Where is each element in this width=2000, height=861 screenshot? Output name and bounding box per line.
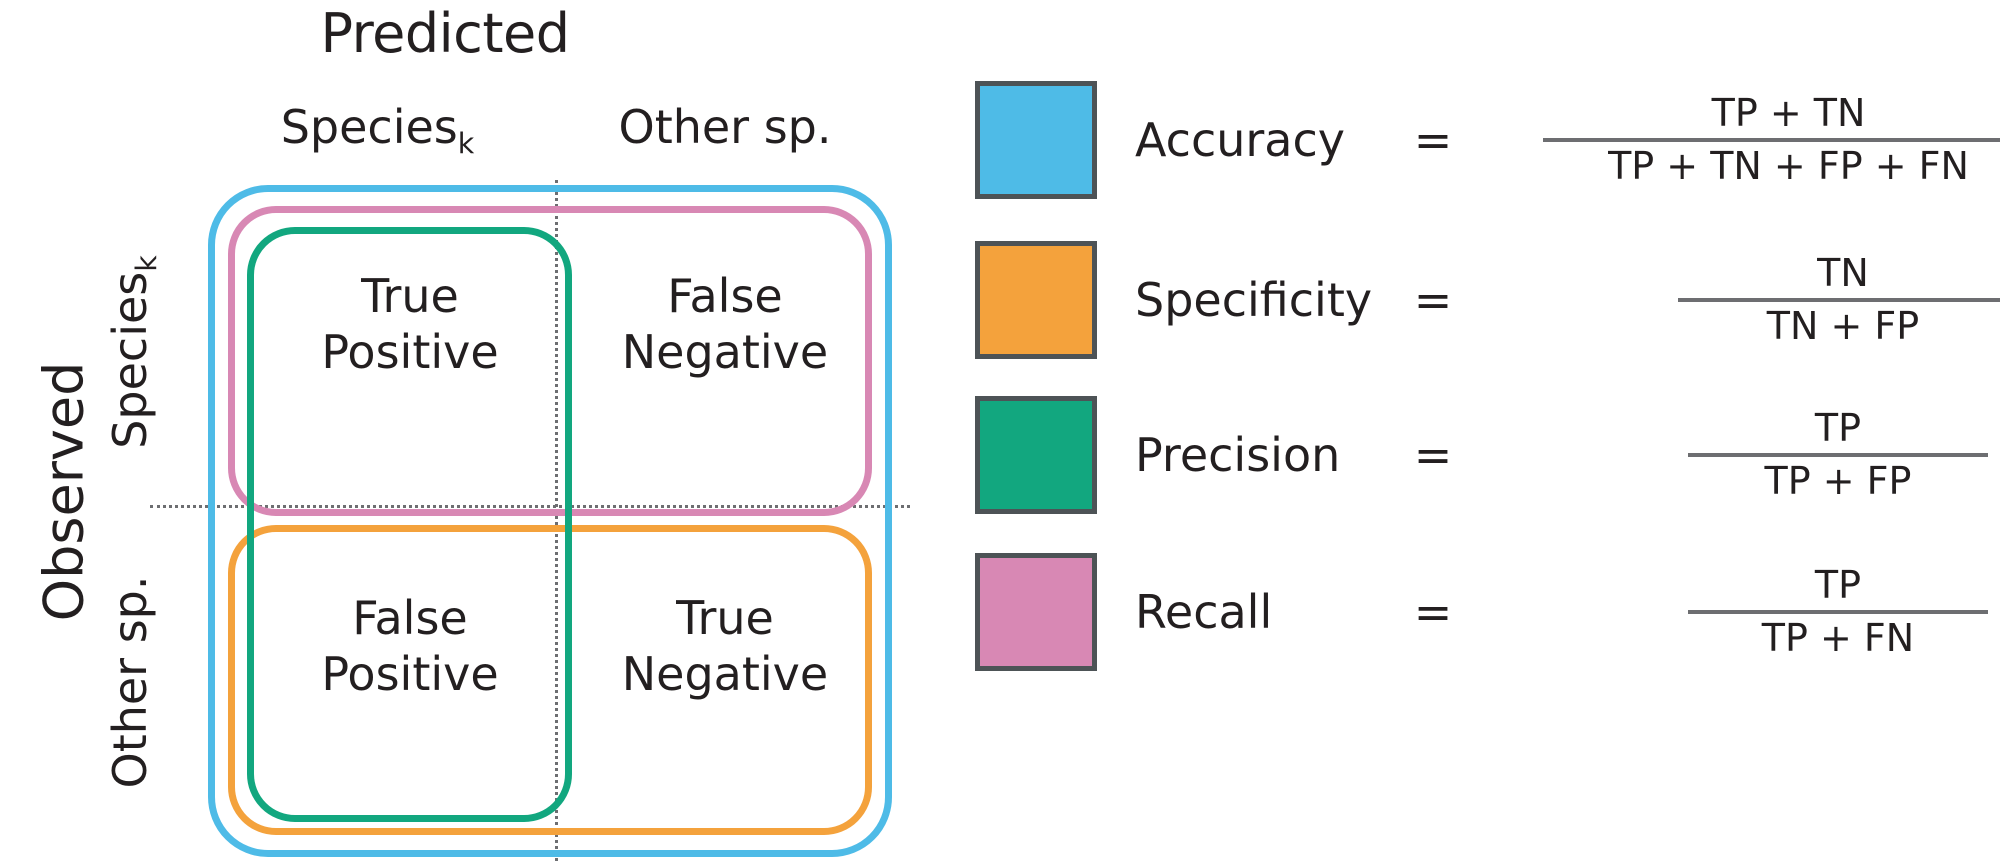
specificity-label: Specificity: [1135, 273, 1373, 327]
specificity-equals-sign: =: [1413, 273, 1453, 327]
recall-region-outline: [228, 206, 872, 516]
recall-numerator: TP: [1814, 562, 1862, 607]
precision-formula: TP TP + FP: [1688, 405, 1988, 503]
confusion-matrix: True Positive False Negative False Posit…: [150, 180, 910, 861]
recall-color-swatch: [975, 553, 1097, 671]
accuracy-numerator: TP + TN: [1711, 90, 1866, 135]
recall-equals-sign: =: [1413, 585, 1453, 639]
row-header-species-label: Species: [103, 271, 157, 449]
precision-region-outline: [247, 227, 572, 822]
legend-row-specificity: Specificity = TN TN + FP: [975, 230, 2000, 370]
recall-formula: TP TP + FN: [1688, 562, 1988, 660]
row-header-other-sp: Other sp.: [103, 575, 157, 789]
row-header-species-k: Speciesk: [103, 192, 163, 512]
precision-numerator: TP: [1814, 405, 1862, 450]
accuracy-fraction-bar: [1543, 138, 2000, 142]
specificity-region-outline: [228, 525, 872, 835]
predicted-axis-title: Predicted: [320, 2, 571, 65]
precision-color-swatch: [975, 396, 1097, 514]
column-header-species-subscript: k: [457, 127, 475, 161]
matrix-horizontal-divider: [150, 505, 910, 508]
precision-fraction-bar: [1688, 453, 1988, 457]
column-header-species-k: Speciesk: [200, 100, 555, 158]
specificity-fraction-bar: [1678, 298, 2000, 302]
column-header-species-label: Species: [280, 100, 458, 154]
cell-false-positive: False Positive: [321, 591, 499, 702]
observed-axis-title: Observed: [32, 361, 96, 622]
legend-row-precision: Precision = TP TP + FP: [975, 385, 2000, 525]
cell-true-positive: True Positive: [321, 269, 499, 380]
cell-true-negative: True Negative: [621, 591, 829, 702]
accuracy-region-outline: [208, 185, 892, 857]
specificity-denominator: TN + FP: [1766, 304, 1920, 348]
specificity-color-swatch: [975, 241, 1097, 359]
matrix-vertical-divider: [555, 180, 558, 861]
precision-equals-sign: =: [1413, 428, 1453, 482]
accuracy-color-swatch: [975, 81, 1097, 199]
specificity-numerator: TN: [1817, 250, 1869, 295]
legend-row-accuracy: Accuracy = TP + TN TP + TN + FP + FN: [975, 70, 2000, 210]
accuracy-label: Accuracy: [1135, 113, 1346, 167]
accuracy-equals-sign: =: [1413, 113, 1453, 167]
cell-false-negative: False Negative: [621, 269, 829, 380]
accuracy-denominator: TP + TN + FP + FN: [1608, 144, 1969, 188]
precision-denominator: TP + FP: [1764, 459, 1912, 503]
recall-fraction-bar: [1688, 610, 1988, 614]
recall-label: Recall: [1135, 585, 1273, 639]
specificity-formula: TN TN + FP: [1678, 250, 2000, 348]
accuracy-formula: TP + TN TP + TN + FP + FN: [1543, 90, 2000, 188]
precision-label: Precision: [1135, 428, 1341, 482]
column-header-other-sp: Other sp.: [618, 100, 832, 154]
legend-row-recall: Recall = TP TP + FN: [975, 542, 2000, 682]
metrics-legend: Accuracy = TP + TN TP + TN + FP + FN Spe…: [975, 70, 2000, 770]
recall-denominator: TP + FN: [1761, 616, 1915, 660]
